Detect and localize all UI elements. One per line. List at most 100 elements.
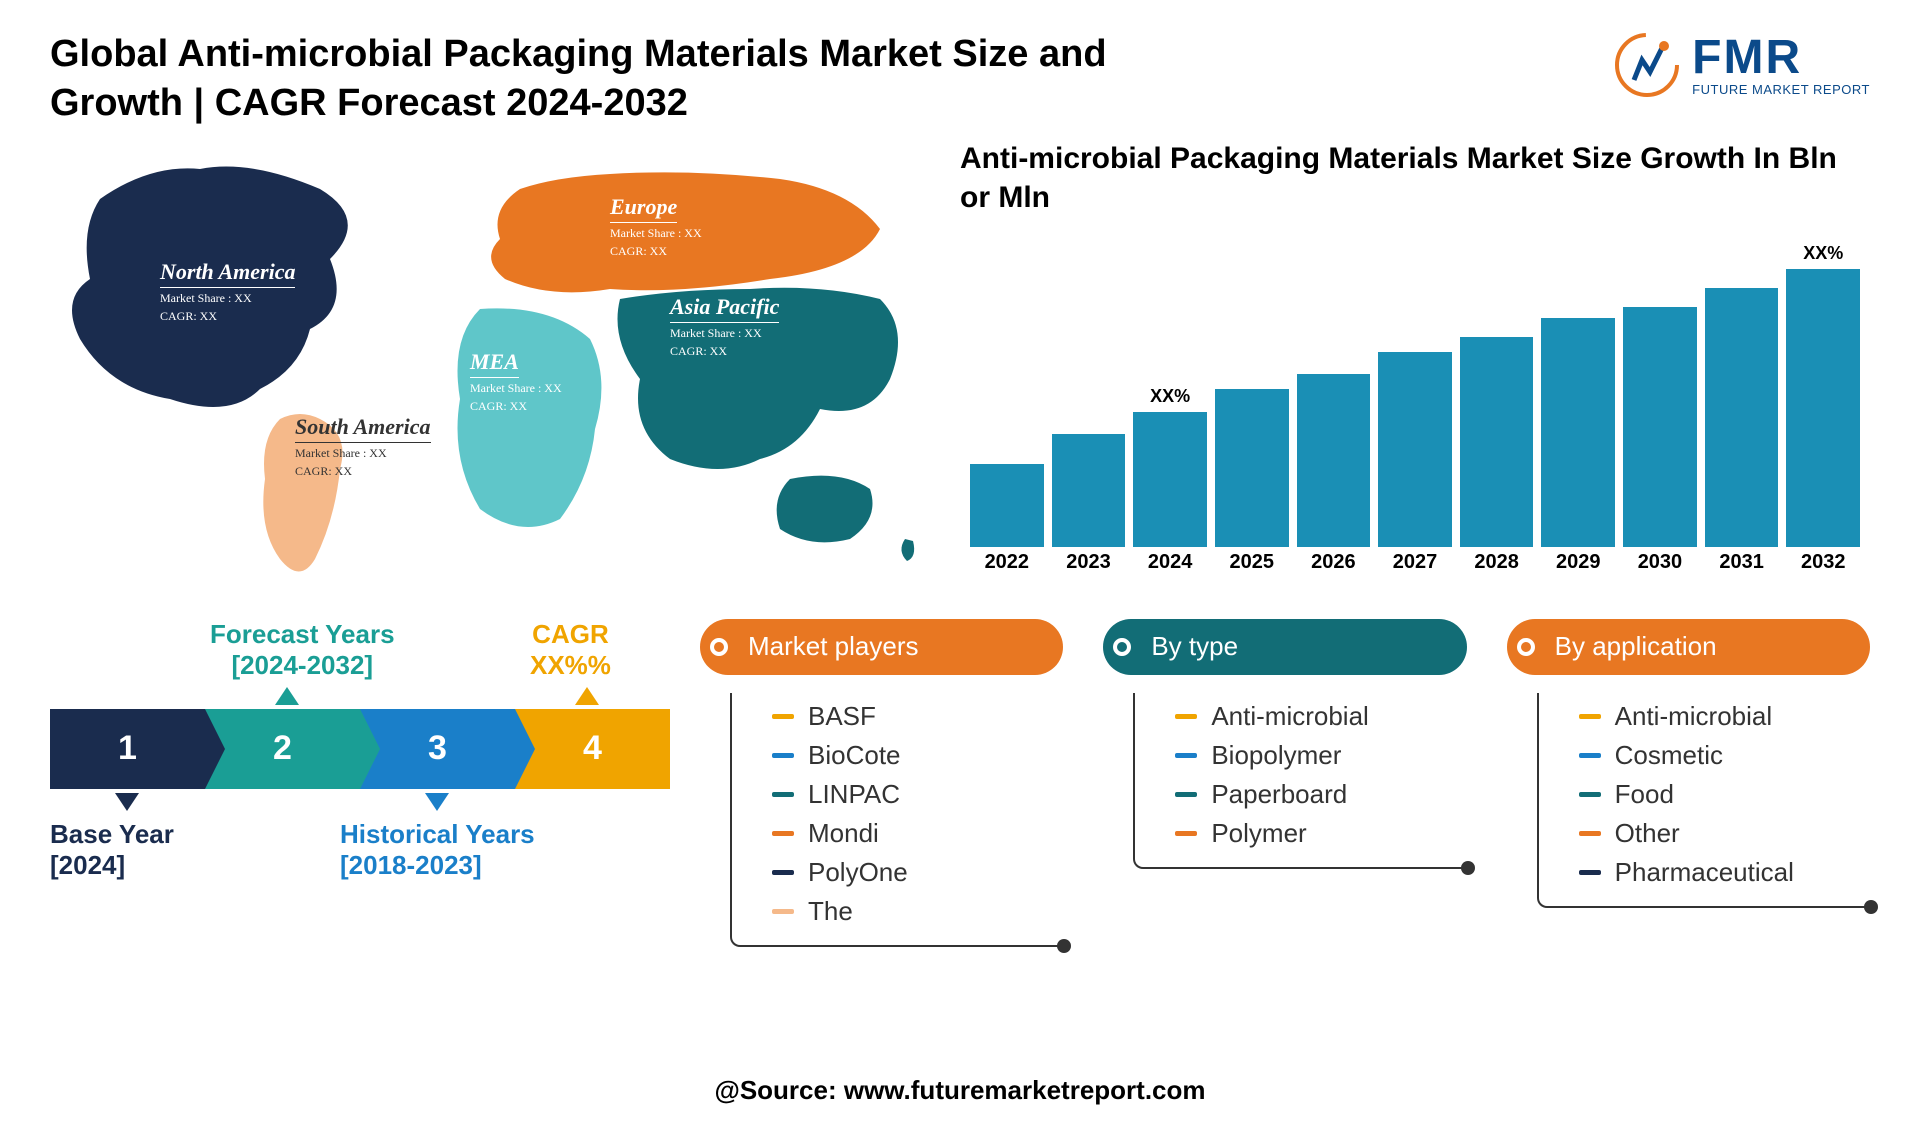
bars-wrapper: XX% XX% bbox=[960, 227, 1870, 547]
category-item-label: The bbox=[808, 896, 853, 927]
label-mea: MEA Market Share : XX CAGR: XX bbox=[470, 349, 562, 414]
timeline-segment: 2 bbox=[205, 709, 360, 789]
category-item-label: Cosmetic bbox=[1615, 740, 1723, 771]
bar-column bbox=[1215, 363, 1289, 547]
category-item-label: LINPAC bbox=[808, 779, 900, 810]
category-list: Anti-microbial Biopolymer Paperboard Polyme… bbox=[1133, 693, 1466, 869]
item-marker-icon bbox=[772, 753, 794, 758]
category-item-label: Pharmaceutical bbox=[1615, 857, 1794, 888]
x-label: 2032 bbox=[1786, 551, 1860, 574]
bar-column bbox=[1705, 262, 1779, 547]
item-marker-icon bbox=[772, 909, 794, 914]
x-label: 2025 bbox=[1215, 551, 1289, 574]
timeline-historical-label: Historical Years[2018-2023] bbox=[340, 819, 535, 881]
x-label: 2022 bbox=[970, 551, 1044, 574]
x-label: 2031 bbox=[1705, 551, 1779, 574]
label-asia-pacific: Asia Pacific Market Share : XX CAGR: XX bbox=[670, 294, 779, 359]
timeline-base-label: Base Year[2024] bbox=[50, 819, 174, 881]
category-item: Mondi bbox=[772, 818, 1063, 849]
category-header-label: Market players bbox=[748, 631, 919, 662]
category-item: The bbox=[772, 896, 1063, 927]
category-item-label: BASF bbox=[808, 701, 876, 732]
item-marker-icon bbox=[1579, 870, 1601, 875]
category-item-label: Mondi bbox=[808, 818, 879, 849]
category-item: Polymer bbox=[1175, 818, 1466, 849]
category-header-label: By type bbox=[1151, 631, 1238, 662]
item-marker-icon bbox=[772, 831, 794, 836]
bar-column: XX% bbox=[1133, 386, 1207, 547]
timeline-forecast-label: Forecast Years[2024-2032] bbox=[210, 619, 395, 681]
category-list: Anti-microbial Cosmetic Food Other Pharmaceu… bbox=[1537, 693, 1870, 908]
map-australia bbox=[777, 475, 873, 542]
item-marker-icon bbox=[1579, 753, 1601, 758]
category-item: PolyOne bbox=[772, 857, 1063, 888]
timeline-segment: 1 bbox=[50, 709, 205, 789]
map-mea bbox=[458, 308, 602, 527]
timeline-segment: 3 bbox=[360, 709, 515, 789]
bullet-icon bbox=[1113, 638, 1131, 656]
page-title: Global Anti-microbial Packaging Material… bbox=[50, 30, 1250, 129]
logo-sub-text: FUTURE MARKET REPORT bbox=[1692, 82, 1870, 97]
label-north-america: North America Market Share : XX CAGR: XX bbox=[160, 259, 295, 324]
category-header-label: By application bbox=[1555, 631, 1717, 662]
bar-column bbox=[970, 438, 1044, 547]
pointer-base bbox=[115, 793, 139, 811]
bar bbox=[970, 464, 1044, 547]
bullet-icon bbox=[1517, 638, 1535, 656]
category-item: Biopolymer bbox=[1175, 740, 1466, 771]
bar-column: XX% bbox=[1786, 243, 1860, 547]
category-item-label: Polymer bbox=[1211, 818, 1306, 849]
bullet-icon bbox=[710, 638, 728, 656]
pointer-cagr bbox=[575, 687, 599, 705]
categories-container: Market players BASF BioCote LINPAC Mondi Poly… bbox=[700, 619, 1870, 947]
bar-annotation: XX% bbox=[1150, 386, 1190, 408]
x-label: 2029 bbox=[1541, 551, 1615, 574]
category-box: Market players BASF BioCote LINPAC Mondi Poly… bbox=[700, 619, 1063, 947]
label-south-america: South America Market Share : XX CAGR: XX bbox=[295, 414, 431, 479]
item-marker-icon bbox=[1175, 792, 1197, 797]
timeline: Forecast Years[2024-2032] CAGRXX%% 1234 … bbox=[50, 619, 670, 947]
logo: FMR FUTURE MARKET REPORT bbox=[1612, 30, 1870, 100]
item-marker-icon bbox=[772, 870, 794, 875]
bar bbox=[1378, 352, 1452, 547]
category-item: Anti-microbial bbox=[1175, 701, 1466, 732]
category-item: Pharmaceutical bbox=[1579, 857, 1870, 888]
category-item: BioCote bbox=[772, 740, 1063, 771]
category-item: Paperboard bbox=[1175, 779, 1466, 810]
x-label: 2028 bbox=[1460, 551, 1534, 574]
map-nz bbox=[901, 539, 914, 561]
item-marker-icon bbox=[1175, 714, 1197, 719]
bar-chart: Anti-microbial Packaging Materials Marke… bbox=[960, 139, 1870, 589]
timeline-cagr-label: CAGRXX%% bbox=[530, 619, 611, 681]
item-marker-icon bbox=[1175, 831, 1197, 836]
category-item-label: Anti-microbial bbox=[1211, 701, 1369, 732]
category-box: By type Anti-microbial Biopolymer Paperboar… bbox=[1103, 619, 1466, 947]
x-axis-labels: 2022202320242025202620272028202920302031… bbox=[960, 547, 1870, 574]
x-label: 2023 bbox=[1052, 551, 1126, 574]
source-line: @Source: www.futuremarketreport.com bbox=[0, 1075, 1920, 1106]
item-marker-icon bbox=[1579, 792, 1601, 797]
pointer-historical bbox=[425, 793, 449, 811]
category-item: Other bbox=[1579, 818, 1870, 849]
world-map: North America Market Share : XX CAGR: XX… bbox=[50, 139, 930, 589]
logo-main-text: FMR bbox=[1692, 34, 1870, 82]
bar-annotation: XX% bbox=[1803, 243, 1843, 265]
category-item-label: BioCote bbox=[808, 740, 901, 771]
bar-column bbox=[1052, 408, 1126, 547]
bar-column bbox=[1541, 292, 1615, 547]
category-item-label: PolyOne bbox=[808, 857, 908, 888]
timeline-segment: 4 bbox=[515, 709, 670, 789]
category-header: By application bbox=[1507, 619, 1870, 675]
x-label: 2030 bbox=[1623, 551, 1697, 574]
bar bbox=[1133, 412, 1207, 547]
bar-column bbox=[1297, 348, 1371, 547]
bar-column bbox=[1378, 326, 1452, 547]
category-item: Anti-microbial bbox=[1579, 701, 1870, 732]
bar bbox=[1460, 337, 1534, 547]
bar bbox=[1215, 389, 1289, 547]
pointer-forecast bbox=[275, 687, 299, 705]
category-item: Food bbox=[1579, 779, 1870, 810]
x-label: 2026 bbox=[1297, 551, 1371, 574]
item-marker-icon bbox=[772, 792, 794, 797]
category-box: By application Anti-microbial Cosmetic Food… bbox=[1507, 619, 1870, 947]
